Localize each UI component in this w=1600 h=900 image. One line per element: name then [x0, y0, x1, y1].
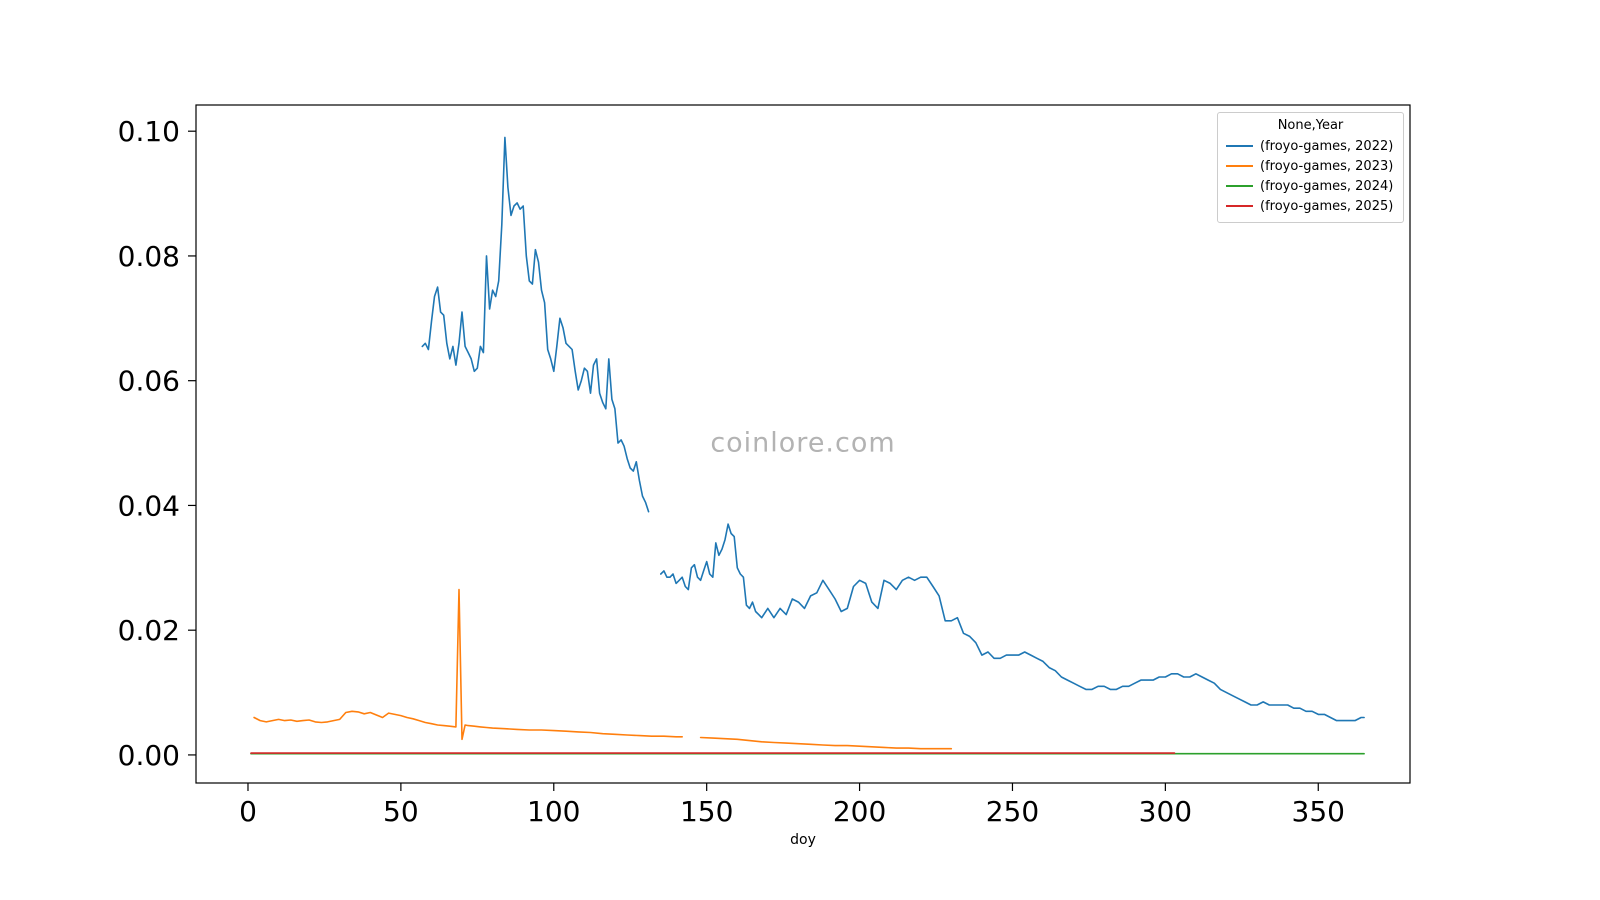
y-tick-label: 0.06 — [118, 365, 180, 398]
legend-entry-label: (froyo-games, 2022) — [1260, 138, 1394, 154]
series-line--froyo-games-2022- — [660, 523, 1365, 722]
legend-title: None,Year — [1277, 118, 1344, 133]
y-tick-label: 0.04 — [118, 489, 180, 522]
y-tick-label: 0.08 — [118, 240, 180, 273]
series-line--froyo-games-2022- — [421, 136, 650, 513]
legend-line-swatch-2024 — [1226, 185, 1253, 187]
x-tick-label: 0 — [239, 795, 257, 828]
series-line--froyo-games-2023- — [699, 736, 953, 750]
x-tick-label: 200 — [833, 795, 886, 828]
plot-frame — [195, 104, 1411, 784]
y-tick-label: 0.00 — [118, 739, 180, 772]
legend-line-swatch-2025 — [1226, 205, 1253, 207]
series-line--froyo-games-2023- — [253, 588, 683, 741]
legend-entry: (froyo-games, 2023) — [1226, 156, 1395, 176]
x-tick-label: 100 — [527, 795, 580, 828]
x-axis-label: doy — [790, 832, 816, 848]
y-tick-label: 0.02 — [118, 614, 180, 647]
legend-entry-label: (froyo-games, 2025) — [1260, 198, 1394, 214]
x-tick-label: 50 — [383, 795, 419, 828]
x-tick-label: 350 — [1292, 795, 1345, 828]
legend-entry-label: (froyo-games, 2024) — [1260, 178, 1394, 194]
y-tick-label: 0.10 — [118, 115, 180, 148]
legend-line-swatch-2022 — [1226, 145, 1253, 147]
legend-entry: (froyo-games, 2024) — [1226, 176, 1395, 196]
legend-entry-label: (froyo-games, 2023) — [1260, 158, 1394, 174]
legend-entry: (froyo-games, 2025) — [1226, 196, 1395, 216]
x-tick-label: 150 — [680, 795, 733, 828]
legend-entry: (froyo-games, 2022) — [1226, 136, 1395, 156]
x-tick-label: 250 — [986, 795, 1039, 828]
legend: None,Year (froyo-games, 2022) (froyo-gam… — [1217, 112, 1404, 223]
x-tick-label: 300 — [1139, 795, 1192, 828]
legend-line-swatch-2023 — [1226, 165, 1253, 167]
